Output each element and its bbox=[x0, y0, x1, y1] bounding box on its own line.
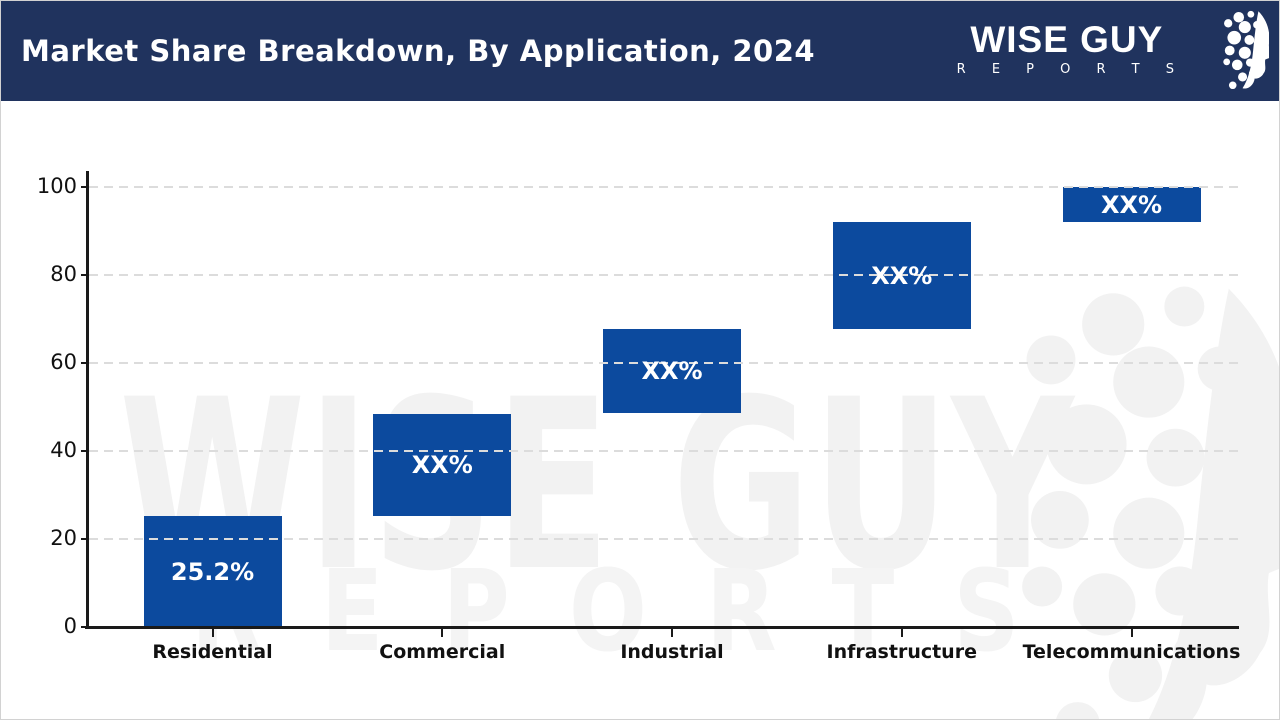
waterfall-bar-commercial bbox=[373, 414, 512, 517]
x-axis-tick bbox=[1130, 629, 1133, 637]
y-axis-tick bbox=[81, 538, 89, 540]
y-axis-tick bbox=[81, 362, 89, 364]
page-title: Market Share Breakdown, By Application, … bbox=[21, 34, 816, 68]
gridline-80 bbox=[89, 274, 1239, 276]
x-axis-tick bbox=[441, 629, 444, 637]
waterfall-bar-industrial bbox=[603, 328, 741, 414]
y-axis-tick-label: 80 bbox=[50, 262, 77, 286]
x-axis-category-label: Telecommunications bbox=[1022, 641, 1241, 663]
wiseguy-logo-primary: WISE GUY bbox=[970, 19, 1164, 60]
wiseguy-logo: WISE GUY R E P O R T S bbox=[957, 1, 1273, 101]
bar-value-label: XX% bbox=[1100, 190, 1163, 219]
y-axis-tick-label: 0 bbox=[63, 614, 77, 638]
y-axis-tick bbox=[81, 186, 89, 188]
watermark-head-icon bbox=[891, 251, 1279, 719]
wiseguy-logo-secondary: R E P O R T S bbox=[956, 61, 1185, 77]
x-axis-tick bbox=[900, 629, 903, 637]
watermark-secondary-text: REPORTS bbox=[191, 547, 1079, 677]
x-axis-line bbox=[85, 626, 1239, 629]
y-axis-tick bbox=[81, 450, 89, 452]
wiseguy-head-icon bbox=[1201, 5, 1273, 97]
y-axis-tick-label: 40 bbox=[50, 438, 77, 462]
bar-value-label: 25.2% bbox=[170, 557, 255, 586]
x-axis-category-label: Infrastructure bbox=[826, 641, 977, 663]
y-axis-tick-label: 60 bbox=[50, 350, 77, 374]
gridline-100 bbox=[89, 186, 1239, 188]
wiseguy-logo-text: WISE GUY R E P O R T S bbox=[949, 19, 1185, 77]
x-axis-tick bbox=[671, 629, 673, 637]
gridline-20 bbox=[89, 538, 1239, 540]
y-axis-tick-label: 20 bbox=[50, 526, 77, 550]
gridline-60 bbox=[89, 362, 1239, 364]
header-bar: Market Share Breakdown, By Application, … bbox=[1, 1, 1279, 101]
bar-value-label: XX% bbox=[641, 356, 703, 385]
x-axis-tick bbox=[211, 629, 214, 637]
gridline-40 bbox=[89, 450, 1239, 452]
waterfall-bar-residential bbox=[143, 516, 282, 627]
bar-value-label: XX% bbox=[411, 451, 473, 480]
x-axis-category-label: Residential bbox=[152, 641, 273, 663]
x-axis-category-label: Industrial bbox=[620, 641, 724, 663]
y-axis-tick bbox=[81, 274, 89, 276]
y-axis-tick-label: 100 bbox=[36, 174, 77, 198]
y-axis-line bbox=[86, 171, 89, 629]
waterfall-bar-telecommunications bbox=[1062, 187, 1201, 223]
watermark: WISE GUY REPORTS bbox=[1, 101, 1279, 719]
bar-value-label: XX% bbox=[871, 261, 933, 290]
x-axis-category-label: Commercial bbox=[379, 641, 506, 663]
